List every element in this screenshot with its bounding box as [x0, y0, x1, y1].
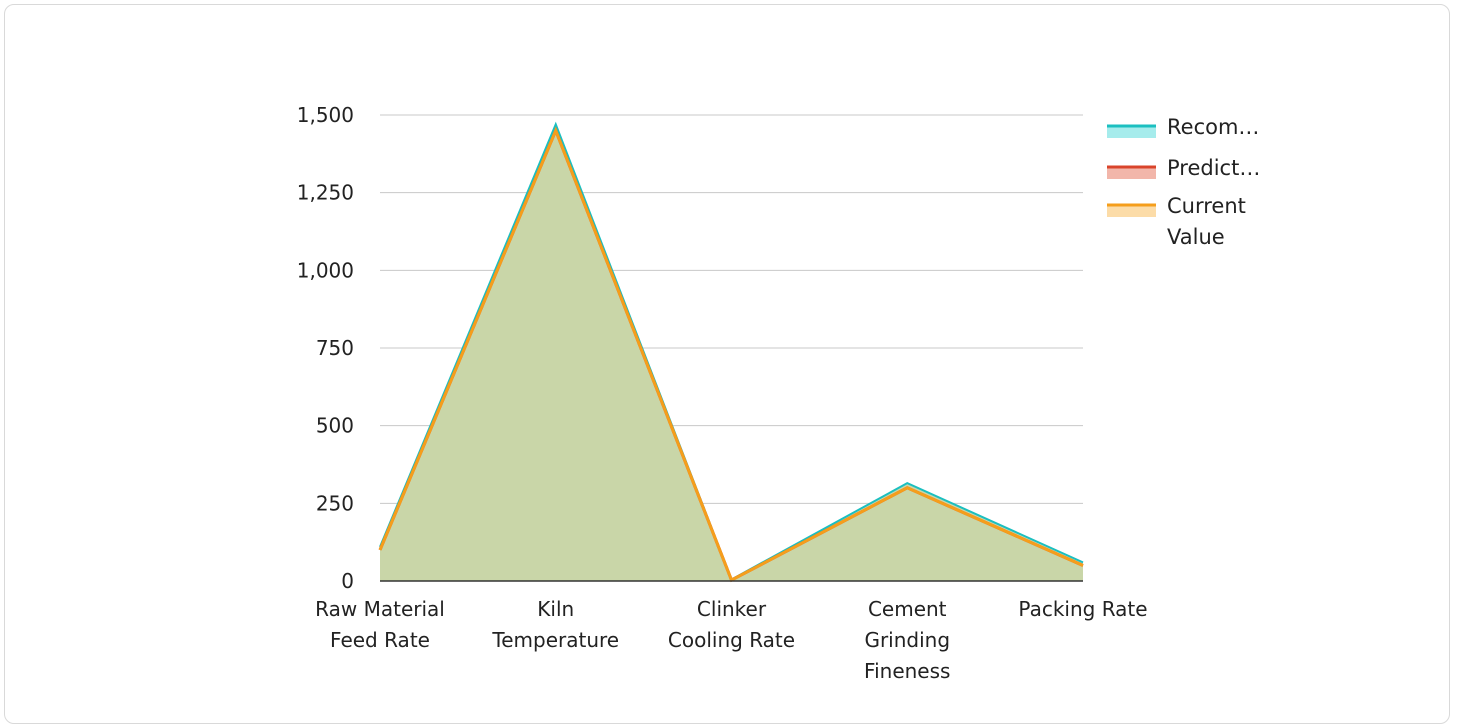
- legend-swatch: [1107, 167, 1156, 179]
- y-tick-label: 0: [341, 569, 354, 593]
- x-tick-label: Packing Rate: [1018, 597, 1147, 621]
- legend-label: Recom…: [1167, 115, 1259, 139]
- y-tick-label: 250: [316, 491, 354, 515]
- legend-swatch: [1107, 205, 1156, 217]
- y-tick-label: 1,000: [297, 258, 354, 282]
- legend-swatch: [1107, 126, 1156, 138]
- y-tick-label: 1,250: [297, 181, 354, 205]
- y-tick-label: 750: [316, 336, 354, 360]
- legend-label: Predict…: [1167, 156, 1260, 180]
- y-tick-label: 1,500: [297, 103, 354, 127]
- y-tick-label: 500: [316, 414, 354, 438]
